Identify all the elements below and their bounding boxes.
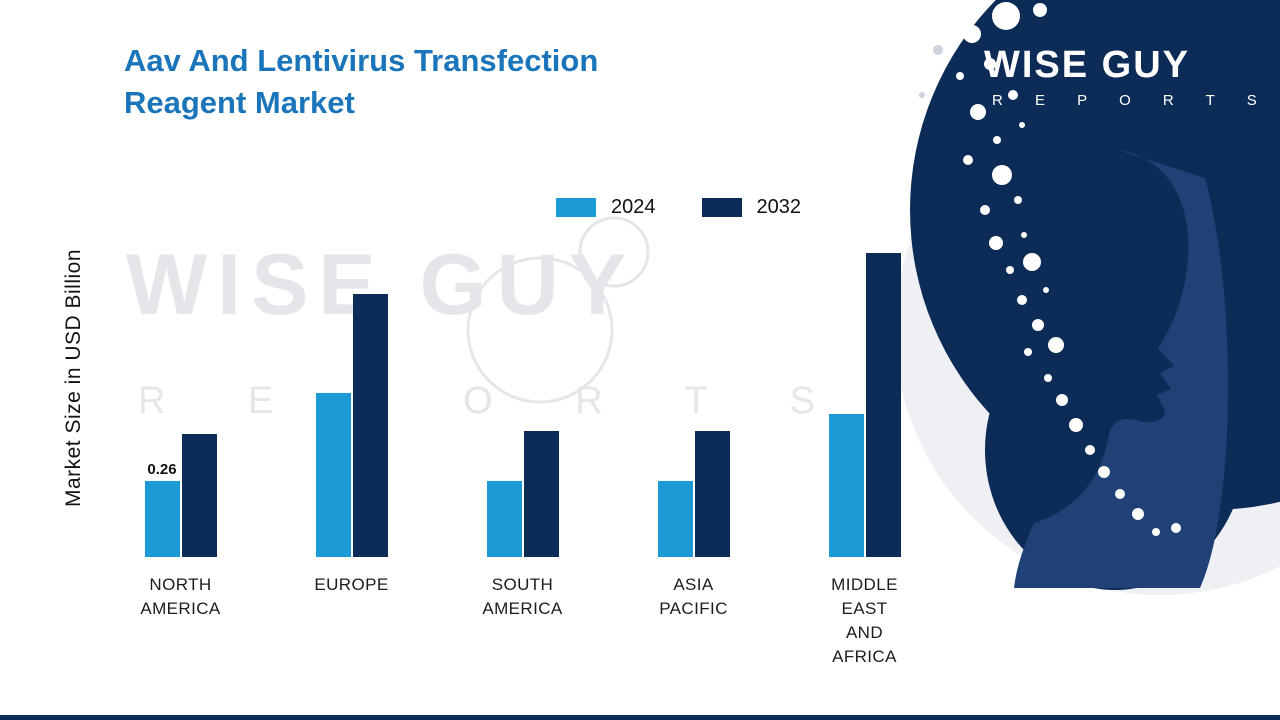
legend-swatch-2032	[701, 198, 742, 217]
bar-2024-middle-east-and-africa	[828, 414, 864, 557]
bar-wrap-2032-middle-east-and-africa	[865, 253, 901, 557]
logo-lower-blob	[985, 310, 1245, 590]
logo-wordmark-sub: R E P O R T S	[992, 92, 1271, 109]
bars-north-america: 0.26	[144, 245, 217, 557]
bar-2032-europe	[352, 294, 388, 557]
y-axis-label: Market Size in USD Billion	[62, 248, 85, 508]
bar-2032-middle-east-and-africa	[865, 253, 901, 557]
bars-south-america	[486, 245, 559, 557]
bar-wrap-2024-europe	[315, 393, 351, 557]
bar-wrap-2032-north-america	[181, 434, 217, 557]
bar-2024-north-america	[144, 481, 180, 557]
bar-wrap-2024-asia-pacific	[657, 481, 693, 557]
bar-wrap-2024-south-america	[486, 481, 522, 557]
logo-wordmark: WISE GUY	[984, 44, 1191, 86]
bar-group-north-america: 0.26 NORTH AMERICA	[95, 245, 266, 670]
bar-wrap-2024-middle-east-and-africa	[828, 414, 864, 557]
bar-wrap-2032-europe	[352, 294, 388, 557]
bar-wrap-2032-south-america	[523, 431, 559, 557]
bars-europe	[315, 245, 388, 557]
bar-2024-south-america	[486, 481, 522, 557]
bar-wrap-2032-asia-pacific	[694, 431, 730, 557]
bar-2032-asia-pacific	[694, 431, 730, 557]
bar-wrap-2024-north-america: 0.26	[144, 461, 180, 557]
bars-asia-pacific	[657, 245, 730, 557]
legend-label-2024: 2024	[611, 196, 656, 218]
bar-group-asia-pacific: ASIA PACIFIC	[608, 245, 779, 670]
page-title-line1: Aav And Lentivirus Transfection	[124, 43, 599, 78]
bar-chart: 0.26 NORTH AMERICA EUROPE SOUTH AMERICA ASIA PA…	[95, 245, 950, 670]
chart-legend: 2024 2032	[556, 196, 801, 219]
bar-group-south-america: SOUTH AMERICA	[437, 245, 608, 670]
bar-2032-south-america	[523, 431, 559, 557]
bar-2024-asia-pacific	[657, 481, 693, 557]
bar-2032-north-america	[181, 434, 217, 557]
legend-item-2032: 2032	[701, 196, 802, 219]
legend-item-2024: 2024	[556, 196, 656, 219]
legend-label-2032: 2032	[756, 196, 802, 218]
category-label-asia-pacific: ASIA PACIFIC	[659, 575, 728, 619]
bar-value-label: 0.26	[147, 461, 177, 478]
category-label-middle-east-and-africa: MIDDLE EAST AND AFRICA	[831, 575, 898, 667]
category-label-europe: EUROPE	[314, 575, 389, 594]
bars-middle-east-and-africa	[828, 245, 901, 557]
bottom-accent-strip	[0, 715, 1280, 720]
logo-backdrop-circle	[895, 65, 1280, 595]
category-label-north-america: NORTH AMERICA	[140, 575, 221, 619]
category-label-south-america: SOUTH AMERICA	[482, 575, 563, 619]
bar-group-europe: EUROPE	[266, 245, 437, 670]
page-title: Aav And Lentivirus Transfection Reagent …	[124, 40, 598, 124]
bar-2024-europe	[315, 393, 351, 557]
legend-swatch-2024	[556, 198, 596, 217]
watermark-text-sub: R E P O R T S	[138, 380, 851, 422]
bar-group-middle-east-and-africa: MIDDLE EAST AND AFRICA	[779, 245, 950, 670]
page-title-line2: Reagent Market	[124, 84, 355, 120]
face-profile-silhouette	[1014, 150, 1229, 588]
